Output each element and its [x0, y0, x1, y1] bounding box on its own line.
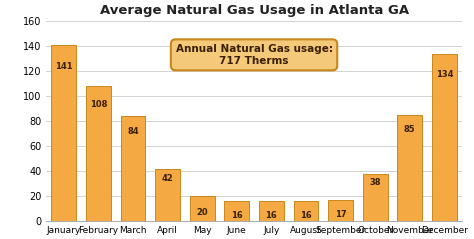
Text: 85: 85 [404, 125, 416, 134]
Text: 38: 38 [369, 178, 381, 187]
Bar [51, 45, 76, 221]
Bar [86, 86, 111, 221]
Text: 42: 42 [162, 174, 173, 183]
Text: 17: 17 [335, 210, 346, 219]
Text: 134: 134 [436, 70, 453, 79]
Bar [190, 196, 215, 221]
Bar [363, 174, 388, 221]
Bar [155, 168, 180, 221]
Bar [293, 201, 319, 221]
Text: 16: 16 [265, 211, 277, 220]
Text: 20: 20 [196, 208, 208, 217]
Bar [224, 201, 249, 221]
Bar [120, 116, 146, 221]
Bar [328, 200, 353, 221]
Text: 141: 141 [55, 62, 73, 71]
Bar [397, 115, 422, 221]
Text: 16: 16 [300, 211, 312, 220]
Bar [259, 201, 284, 221]
Text: 108: 108 [90, 100, 107, 109]
Text: 84: 84 [127, 126, 139, 136]
Bar [432, 54, 457, 221]
Text: Annual Natural Gas usage:
717 Therms: Annual Natural Gas usage: 717 Therms [175, 44, 333, 66]
Title: Average Natural Gas Usage in Atlanta GA: Average Natural Gas Usage in Atlanta GA [100, 4, 409, 17]
Text: 16: 16 [231, 211, 243, 220]
